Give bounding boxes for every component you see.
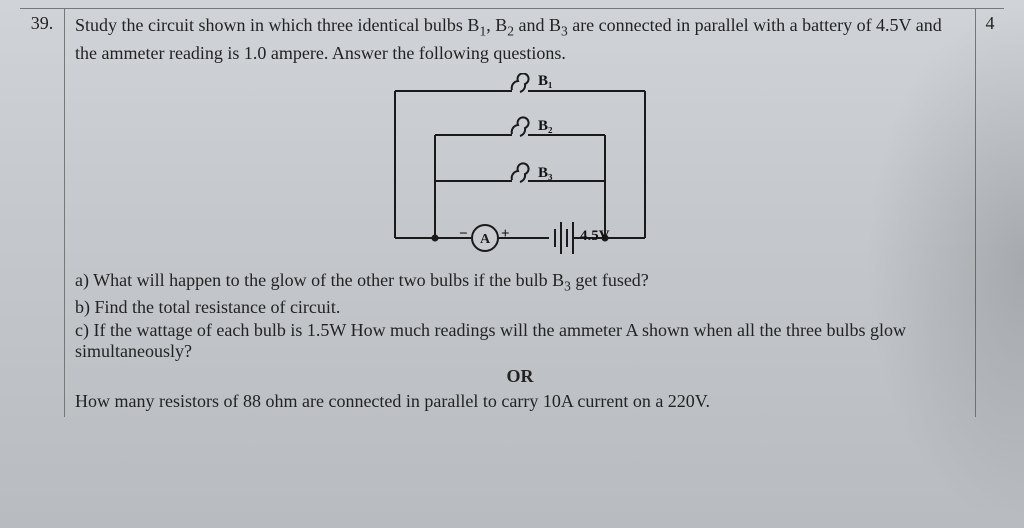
page: 39. Study the circuit shown in which thr… [0, 0, 1024, 528]
bulb-b1-label: B₁ [538, 73, 553, 90]
question-stem: Study the circuit shown in which three i… [75, 13, 965, 65]
circuit-diagram: A B₁ B₂ B₃ 4.5V − + [365, 73, 675, 258]
ammeter-plus: + [501, 226, 510, 243]
or-separator: OR [75, 366, 965, 387]
bulb-b3-label: B₃ [538, 165, 553, 182]
part-b: b) Find the total resistance of circuit. [75, 297, 965, 318]
or-question: How many resistors of 88 ohm are connect… [75, 389, 965, 413]
ammeter-minus: − [459, 226, 468, 243]
question-content-cell: Study the circuit shown in which three i… [65, 9, 976, 417]
marks: 4 [986, 13, 995, 33]
svg-text:A: A [480, 232, 491, 247]
circuit-diagram-wrap: A B₁ B₂ B₃ 4.5V − + [75, 73, 965, 258]
battery-voltage-label: 4.5V [580, 228, 610, 245]
question-number: 39. [31, 13, 54, 33]
question-row: 39. Study the circuit shown in which thr… [20, 8, 1004, 417]
bulb-b2-label: B₂ [538, 118, 553, 135]
marks-cell: 4 [976, 9, 1004, 417]
circuit-svg: A [365, 73, 675, 258]
question-number-cell: 39. [20, 9, 65, 417]
part-a: a) What will happen to the glow of the o… [75, 270, 965, 295]
part-c: c) If the wattage of each bulb is 1.5W H… [75, 320, 965, 362]
